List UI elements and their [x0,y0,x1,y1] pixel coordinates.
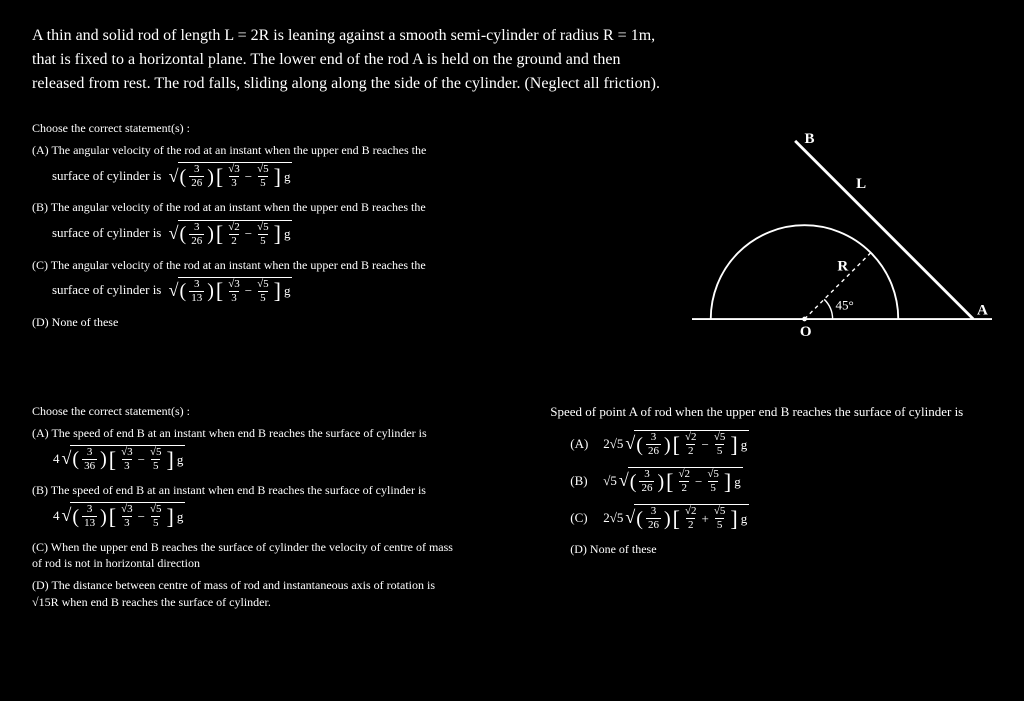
q2-option-a: (A) The speed of end B at an instant whe… [32,425,520,441]
q3-option-a: (A) 2√5 (326) [√22 − √55] g [570,430,992,457]
rod-cylinder-diagram: B L R A O 45° [692,114,992,374]
q1-c-tail: surface of cylinder is [52,281,161,299]
q2-option-c: (C) When the upper end B reaches the sur… [32,539,462,571]
center-dot [802,317,807,322]
q1-option-a: (A) The angular velocity of the rod at a… [32,142,672,158]
q2-a-formula: 4 (336) [√33 − √55] g [52,445,520,472]
question-2: Choose the correct statement(s) : (A) Th… [32,403,520,610]
label-b: B [805,131,815,147]
q1-option-c: (C) The angular velocity of the rod at a… [32,257,672,273]
q3-option-c: (C) 2√5 (326) [√22 + √55] g [570,504,992,531]
q2-option-d: (D) The distance between centre of mass … [32,577,462,609]
q3-option-b: (B) √5 (326) [√22 − √55] g [570,467,992,494]
q1-b-formula: surface of cylinder is (326) [√22 − √55]… [52,220,672,247]
q2-b-formula: 4 (313) [√33 − √55] g [52,502,520,529]
question-3: Speed of point A of rod when the upper e… [550,403,992,558]
q3-option-d: (D) None of these [570,541,992,557]
q1-c-formula: surface of cylinder is (313) [√33 − √55]… [52,277,672,304]
q1-a-formula: surface of cylinder is (326) [√33 − √55]… [52,162,672,189]
label-r: R [837,258,848,274]
label-o: O [800,324,812,340]
question-1: Choose the correct statement(s) : (A) Th… [32,120,672,330]
q1-prompt: Choose the correct statement(s) : [32,120,672,136]
rod-line [795,141,973,319]
label-l: L [856,176,866,192]
q3-prompt: Speed of point A of rod when the upper e… [550,403,992,421]
q1-option-d: (D) None of these [32,314,672,330]
q1-a-tail: surface of cylinder is [52,167,161,185]
q1-b-tail: surface of cylinder is [52,224,161,242]
q2-option-b: (B) The speed of end B at an instant whe… [32,482,520,498]
angle-arc [824,299,832,319]
label-angle: 45° [835,298,853,313]
problem-statement: A thin and solid rod of length L = 2R is… [32,24,672,96]
label-a: A [977,302,988,318]
q2-prompt: Choose the correct statement(s) : [32,403,520,419]
semicircle [711,225,899,319]
q1-option-b: (B) The angular velocity of the rod at a… [32,199,672,215]
